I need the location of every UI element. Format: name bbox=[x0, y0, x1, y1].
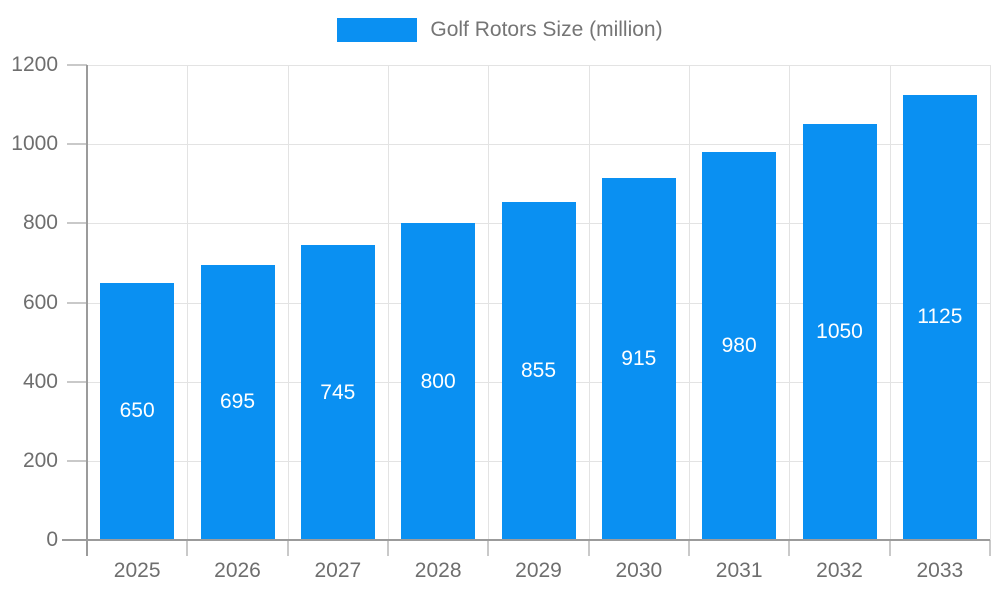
bar bbox=[100, 282, 175, 540]
x-gridline bbox=[789, 65, 791, 540]
x-tick-mark bbox=[989, 540, 991, 556]
x-gridline bbox=[388, 65, 389, 540]
x-gridline bbox=[689, 65, 690, 540]
y-tick-mark bbox=[67, 301, 87, 304]
bar-value-label: 980 bbox=[721, 334, 757, 358]
x-gridline bbox=[488, 65, 490, 540]
bar-value-label: 650 bbox=[119, 399, 155, 423]
x-tick-mark bbox=[688, 540, 690, 556]
y-tick-mark bbox=[67, 64, 87, 66]
x-tick-label: 2030 bbox=[615, 559, 663, 582]
y-tick-mark bbox=[67, 222, 87, 225]
y-tick-label: 800 bbox=[22, 211, 58, 235]
bar bbox=[601, 177, 676, 540]
x-tick-label: 2031 bbox=[715, 559, 763, 582]
bar bbox=[902, 94, 977, 540]
y-tick-label: 400 bbox=[22, 369, 58, 393]
bar-value-label: 745 bbox=[320, 380, 356, 404]
bar-value-label: 1050 bbox=[816, 320, 863, 344]
x-tick-label: 2029 bbox=[515, 559, 562, 582]
x-tick-mark bbox=[286, 540, 289, 556]
legend-label: Golf Rotors Size (million) bbox=[430, 18, 663, 41]
x-tick-mark bbox=[387, 540, 389, 556]
x-tick-mark bbox=[186, 540, 189, 556]
bar bbox=[200, 264, 275, 540]
bar bbox=[401, 223, 476, 540]
x-tick-label: 2027 bbox=[314, 559, 362, 582]
chart-legend[interactable]: Golf Rotors Size (million) bbox=[0, 18, 1000, 42]
bar-value-label: 800 bbox=[420, 369, 456, 393]
bar bbox=[802, 124, 877, 540]
x-tick-mark bbox=[487, 540, 490, 556]
bar-value-label: 855 bbox=[520, 358, 557, 382]
y-gridline bbox=[67, 65, 990, 66]
y-tick-mark bbox=[67, 459, 87, 462]
y-tick-mark bbox=[67, 143, 87, 146]
x-tick-mark bbox=[888, 540, 891, 556]
bar bbox=[300, 245, 375, 540]
bar bbox=[501, 201, 576, 540]
x-tick-label: 2032 bbox=[816, 559, 863, 582]
bar-value-label: 1125 bbox=[917, 305, 963, 329]
x-tick-label: 2026 bbox=[214, 559, 261, 582]
x-tick-label: 2028 bbox=[414, 559, 462, 582]
bar-value-label: 915 bbox=[621, 346, 657, 370]
x-tick-label: 2033 bbox=[916, 559, 964, 582]
y-axis-line bbox=[86, 65, 88, 556]
legend-swatch bbox=[337, 18, 418, 42]
y-gridline bbox=[67, 144, 990, 146]
x-tick-label: 2025 bbox=[113, 559, 161, 582]
x-tick-mark bbox=[587, 540, 590, 556]
y-tick-mark bbox=[67, 380, 87, 383]
y-tick-label: 0 bbox=[46, 528, 58, 551]
x-gridline bbox=[889, 65, 891, 540]
y-tick-label: 600 bbox=[22, 290, 58, 314]
y-tick-label: 1000 bbox=[11, 132, 58, 156]
x-axis-line bbox=[62, 539, 990, 541]
y-tick-label: 200 bbox=[22, 448, 58, 472]
x-tick-mark bbox=[788, 540, 791, 556]
x-gridline bbox=[990, 65, 991, 540]
x-gridline bbox=[187, 65, 189, 540]
y-tick-label: 1200 bbox=[11, 53, 58, 76]
x-gridline bbox=[588, 65, 590, 540]
bar bbox=[702, 152, 777, 540]
bar-value-label: 695 bbox=[219, 390, 256, 414]
x-gridline bbox=[287, 65, 289, 540]
